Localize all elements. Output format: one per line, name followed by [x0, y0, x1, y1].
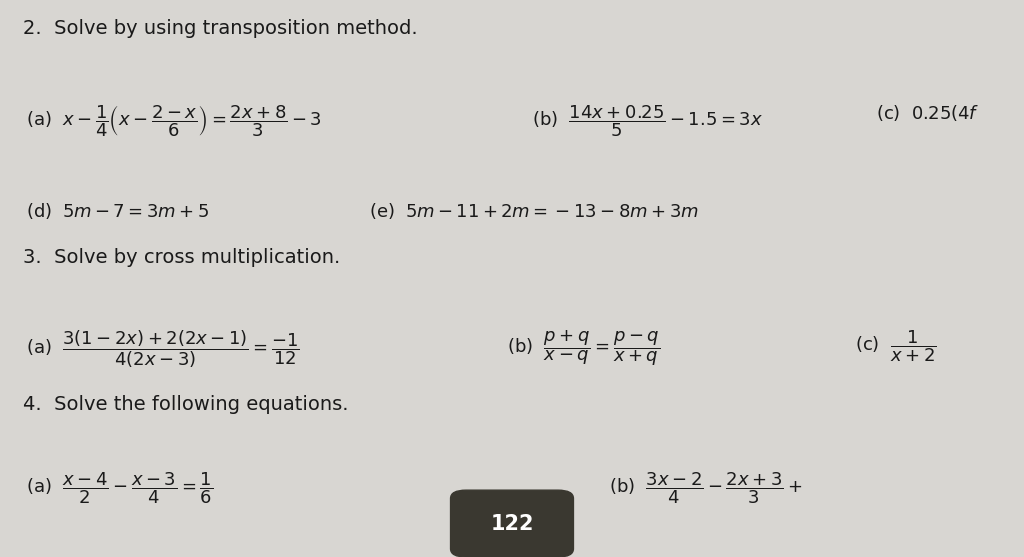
Text: (d)  $5m-7=3m+5$: (d) $5m-7=3m+5$	[26, 201, 209, 221]
Text: (a)  $x-\dfrac{1}{4}\left(x-\dfrac{2-x}{6}\right)=\dfrac{2x+8}{3}-3$: (a) $x-\dfrac{1}{4}\left(x-\dfrac{2-x}{6…	[26, 103, 322, 139]
Text: 3.  Solve by cross multiplication.: 3. Solve by cross multiplication.	[23, 248, 340, 267]
Text: 2.  Solve by using transposition method.: 2. Solve by using transposition method.	[23, 19, 417, 38]
Text: (c)  $0.25(4f$: (c) $0.25(4f$	[876, 103, 979, 123]
FancyBboxPatch shape	[451, 490, 573, 557]
Text: (c)  $\dfrac{1}{x+2}$: (c) $\dfrac{1}{x+2}$	[855, 329, 937, 364]
Text: (b)  $\dfrac{14x+0.25}{5}-1.5=3x$: (b) $\dfrac{14x+0.25}{5}-1.5=3x$	[532, 103, 764, 139]
Text: (b)  $\dfrac{p+q}{x-q}=\dfrac{p-q}{x+q}$: (b) $\dfrac{p+q}{x-q}=\dfrac{p-q}{x+q}$	[507, 329, 660, 368]
Text: 4.  Solve the following equations.: 4. Solve the following equations.	[23, 395, 348, 414]
Text: (a)  $\dfrac{x-4}{2}-\dfrac{x-3}{4}=\dfrac{1}{6}$: (a) $\dfrac{x-4}{2}-\dfrac{x-3}{4}=\dfra…	[26, 471, 213, 506]
Text: (b)  $\dfrac{3x-2}{4}-\dfrac{2x+3}{3}+$: (b) $\dfrac{3x-2}{4}-\dfrac{2x+3}{3}+$	[609, 471, 803, 506]
Text: (e)  $5m-11+2m=-13-8m+3m$: (e) $5m-11+2m=-13-8m+3m$	[369, 201, 698, 221]
Text: 122: 122	[490, 514, 534, 534]
Text: (a)  $\dfrac{3(1-2x)+2(2x-1)}{4(2x-3)}=\dfrac{-1}{12}$: (a) $\dfrac{3(1-2x)+2(2x-1)}{4(2x-3)}=\d…	[26, 329, 299, 370]
